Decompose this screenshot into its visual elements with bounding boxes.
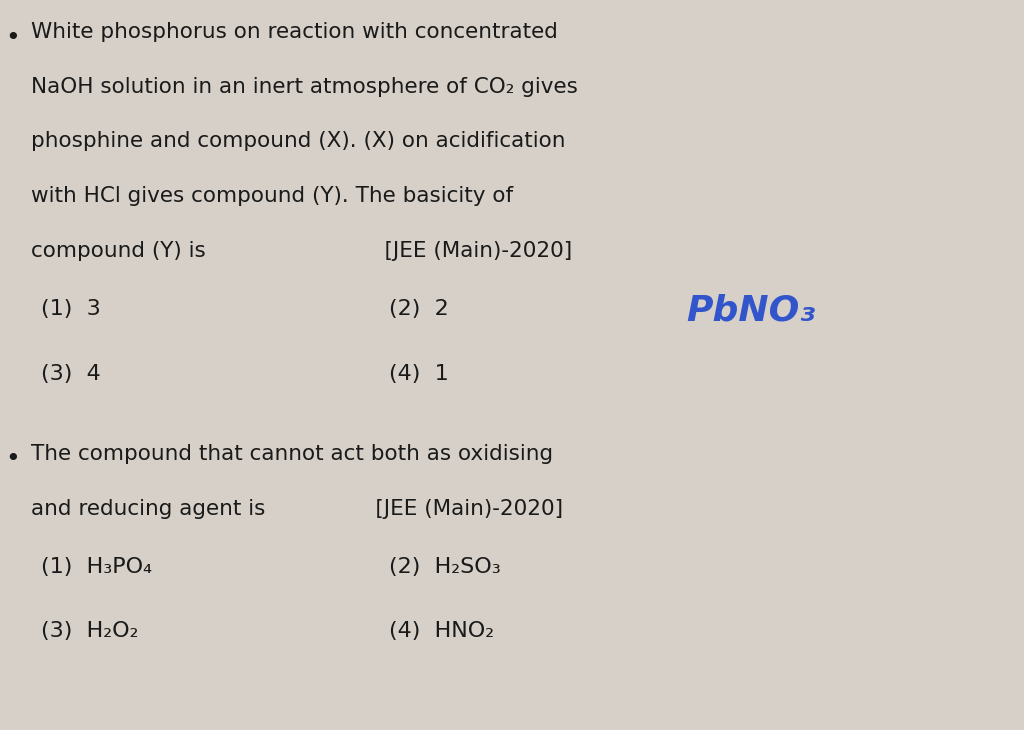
Text: (3)  4: (3) 4 [41,364,100,383]
Text: with HCl gives compound (Y). The basicity of: with HCl gives compound (Y). The basicit… [31,186,513,206]
Text: and reducing agent is                [JEE (Main)-2020]: and reducing agent is [JEE (Main)-2020] [31,499,563,518]
Text: •: • [5,447,19,472]
Text: (4)  1: (4) 1 [389,364,449,383]
Text: compound (Y) is                          [JEE (Main)-2020]: compound (Y) is [JEE (Main)-2020] [31,241,572,261]
Text: (2)  H₂SO₃: (2) H₂SO₃ [389,557,501,577]
Text: (1)  3: (1) 3 [41,299,100,319]
Text: White phosphorus on reaction with concentrated: White phosphorus on reaction with concen… [31,22,558,42]
Text: The compound that cannot act both as oxidising: The compound that cannot act both as oxi… [31,444,553,464]
Text: NaOH solution in an inert atmosphere of CO₂ gives: NaOH solution in an inert atmosphere of … [31,77,578,96]
Text: PbNO₃: PbNO₃ [686,293,815,328]
Text: (3)  H₂O₂: (3) H₂O₂ [41,621,138,641]
Text: (2)  2: (2) 2 [389,299,449,319]
Text: (1)  H₃PO₄: (1) H₃PO₄ [41,557,152,577]
Text: •: • [5,26,19,50]
Text: phosphine and compound (X). (X) on acidification: phosphine and compound (X). (X) on acidi… [31,131,565,151]
Text: (4)  HNO₂: (4) HNO₂ [389,621,495,641]
